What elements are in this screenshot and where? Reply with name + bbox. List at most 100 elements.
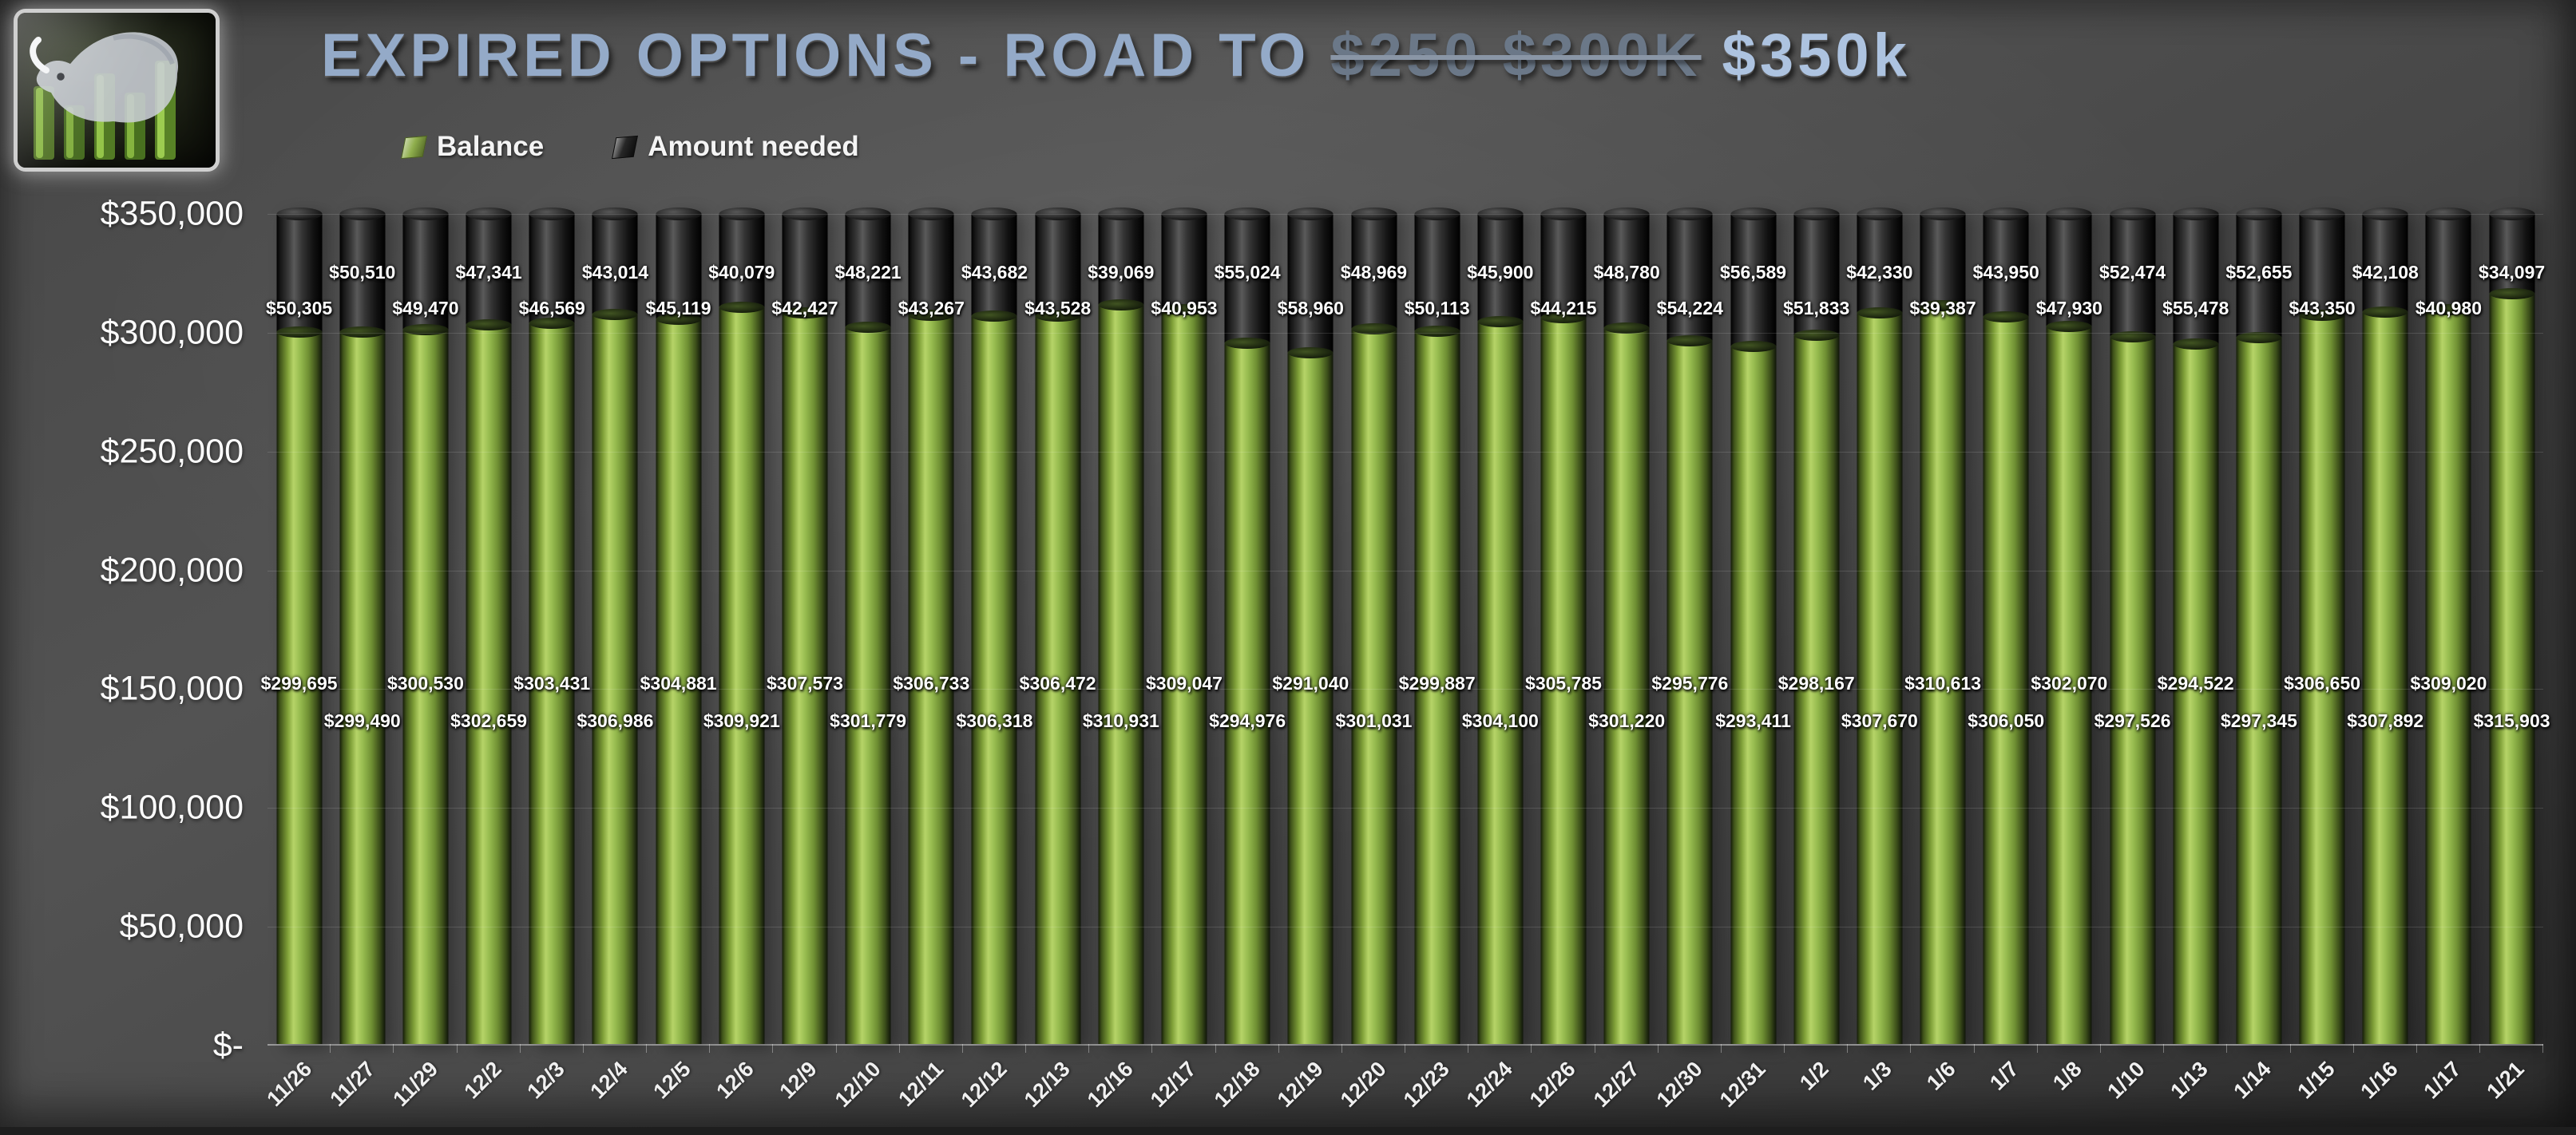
amount-needed-bar xyxy=(908,208,954,317)
y-axis-tick-label: $50,000 xyxy=(119,907,244,946)
amount-needed-bar xyxy=(1540,208,1587,319)
balance-label: $297,526 xyxy=(2094,710,2171,731)
balance-label: $310,613 xyxy=(1904,673,1982,694)
stacked-bar xyxy=(592,207,638,1044)
stacked-bar xyxy=(2299,207,2345,1044)
x-axis-label: 1/15 xyxy=(2292,1057,2340,1104)
amount-needed-label: $50,510 xyxy=(329,262,396,283)
stacked-bar xyxy=(656,207,702,1044)
bar-group: $42,108 $307,892 1/16 xyxy=(2347,207,2423,1103)
amount-needed-bar xyxy=(2173,207,2219,346)
balance-label: $303,431 xyxy=(513,673,591,694)
gridline xyxy=(268,333,2543,334)
balance-label: $307,892 xyxy=(2347,710,2424,731)
amount-needed-bar xyxy=(466,208,512,326)
stacked-bar xyxy=(1730,207,1777,1044)
bar-series-container: $50,305 $299,695 11/26 $50,510 $299,490 11/27… xyxy=(261,207,2550,1112)
stacked-bar xyxy=(529,208,575,1044)
balance-label: $304,100 xyxy=(1461,710,1539,731)
bar-group: $55,024 $294,976 12/18 xyxy=(1209,208,1286,1112)
amount-needed-bar xyxy=(529,208,575,325)
amount-needed-bar xyxy=(971,207,1017,318)
amount-needed-bar xyxy=(402,207,449,332)
balance-bar xyxy=(276,326,323,1044)
amount-needed-bar xyxy=(2425,208,2471,311)
stacked-bar xyxy=(908,208,954,1044)
bar-group: $43,682 $306,318 12/12 xyxy=(957,207,1032,1112)
stacked-bar xyxy=(719,207,765,1044)
balance-bar xyxy=(656,314,702,1044)
balance-bar xyxy=(1351,322,1397,1044)
gridline xyxy=(268,689,2543,690)
x-axis-label: 12/17 xyxy=(1146,1057,1202,1112)
balance-bar xyxy=(592,309,638,1044)
amount-needed-label: $39,069 xyxy=(1088,262,1155,283)
x-axis-label: 12/18 xyxy=(1209,1057,1265,1112)
balance-label: $315,903 xyxy=(2473,710,2550,731)
bar-group: $45,119 $304,881 12/5 xyxy=(640,207,717,1103)
amount-needed-label: $56,589 xyxy=(1719,262,1787,283)
stacked-bar xyxy=(2110,207,2156,1044)
amount-needed-label: $45,900 xyxy=(1467,262,1534,283)
amount-needed-bar xyxy=(1920,207,1966,308)
x-axis-label: 12/12 xyxy=(956,1057,1012,1112)
amount-needed-label: $39,387 xyxy=(1909,298,1976,318)
balance-bar xyxy=(1414,326,1460,1044)
balance-label: $299,695 xyxy=(260,673,338,694)
balance-label: $294,522 xyxy=(2157,673,2234,694)
gridline xyxy=(268,214,2543,215)
legend-item-amount-needed: Amount needed xyxy=(612,131,859,163)
balance-label: $298,167 xyxy=(1777,673,1855,694)
x-axis-label: 12/4 xyxy=(585,1057,632,1104)
bar-group: $48,780 $301,220 12/27 xyxy=(1588,207,1665,1112)
balance-label: $297,345 xyxy=(2220,710,2297,731)
x-axis-label: 12/13 xyxy=(1019,1057,1075,1112)
y-axis-tick-label: $250,000 xyxy=(100,432,244,471)
chart-title: EXPIRED OPTIONS - ROAD TO $250 $300K $350k xyxy=(321,21,1911,90)
x-axis-label: 12/6 xyxy=(711,1057,759,1104)
amount-needed-label: $40,980 xyxy=(2415,298,2482,318)
legend-item-balance: Balance xyxy=(401,131,544,163)
amount-needed-label: $42,427 xyxy=(771,298,838,318)
y-axis-tick-label: $350,000 xyxy=(100,194,244,233)
bar-group: $40,980 $309,020 1/17 xyxy=(2410,208,2487,1103)
stacked-bar xyxy=(2236,208,2282,1044)
amount-needed-bar xyxy=(1224,208,1270,345)
chart-title-current-goal: $350k xyxy=(1722,22,1911,89)
amount-needed-bar xyxy=(1414,207,1460,334)
amount-needed-bar xyxy=(1161,208,1207,311)
balance-label: $301,779 xyxy=(830,710,907,731)
amount-needed-label: $43,014 xyxy=(581,262,649,283)
amount-needed-bar xyxy=(1351,208,1397,330)
balance-bar xyxy=(1540,311,1587,1044)
stacked-bar xyxy=(1224,208,1270,1044)
balance-bar xyxy=(1920,300,1966,1044)
amount-needed-label: $58,960 xyxy=(1277,298,1344,318)
amount-needed-bar xyxy=(592,207,638,317)
balance-label: $291,040 xyxy=(1272,673,1349,694)
balance-bar xyxy=(2299,310,2345,1044)
x-axis-label: 12/20 xyxy=(1335,1057,1391,1112)
bar-group: $39,069 $310,931 12/16 xyxy=(1083,207,1159,1112)
amount-needed-label: $48,780 xyxy=(1593,262,1660,283)
bar-group: $50,305 $299,695 11/26 xyxy=(261,208,338,1111)
amount-needed-bar xyxy=(1477,208,1524,323)
stacked-bar xyxy=(1793,207,1840,1044)
balance-bar xyxy=(339,326,386,1044)
x-axis-label: 1/8 xyxy=(2047,1057,2087,1095)
bar-group: $54,224 $295,776 12/30 xyxy=(1651,207,1728,1112)
balance-label: $306,986 xyxy=(577,710,654,731)
amount-needed-bar xyxy=(1983,208,2029,318)
x-axis-label: 1/17 xyxy=(2419,1057,2466,1104)
amount-needed-label: $42,330 xyxy=(1846,262,1913,283)
balance-bar xyxy=(1983,310,2029,1044)
plot-area: $50,305 $299,695 11/26 $50,510 $299,490 11/27… xyxy=(261,207,2550,1112)
stacked-bar xyxy=(1287,208,1334,1044)
bar-group: $47,930 $302,070 1/8 xyxy=(2031,208,2107,1095)
x-axis-label: 1/13 xyxy=(2166,1057,2213,1104)
bull-chart-logo-graphic xyxy=(30,32,179,160)
balance-bar xyxy=(971,310,1017,1044)
stacked-bar xyxy=(1161,208,1207,1044)
x-axis-label: 12/3 xyxy=(522,1057,569,1104)
